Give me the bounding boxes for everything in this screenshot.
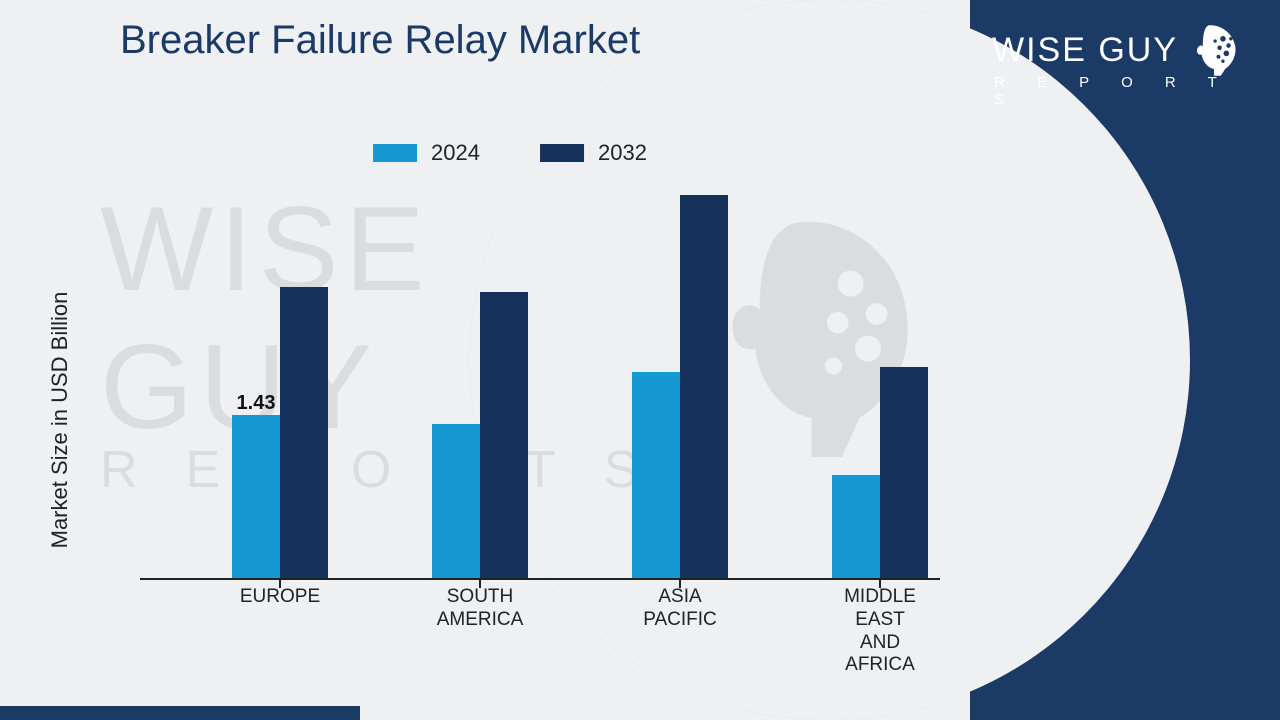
bar-group (400, 292, 560, 578)
page: WISE GUY R E P O R T S Breaker Failure R… (0, 0, 1280, 720)
brand-logo: WISE GUY R E P O R T S (992, 22, 1252, 108)
bar-group (800, 367, 960, 578)
x-axis-label: EUROPE (200, 586, 360, 609)
bar-2032 (480, 292, 528, 578)
legend-swatch-2024 (373, 144, 417, 162)
bar-2024 (232, 415, 280, 578)
bar-2032 (880, 367, 928, 578)
bar-2024 (632, 372, 680, 578)
brand-head-icon (1186, 22, 1242, 78)
legend-label-2024: 2024 (431, 140, 480, 166)
chart-area: Market Size in USD Billion 2024 2032 1.4… (60, 140, 960, 700)
brand-sub: R E P O R T S (994, 74, 1252, 108)
bar-value-label: 1.43 (237, 392, 276, 415)
bar-2032 (680, 195, 728, 578)
x-labels: EUROPESOUTHAMERICAASIAPACIFICMIDDLEEASTA… (140, 582, 940, 692)
x-axis-label: SOUTHAMERICA (400, 586, 560, 632)
y-axis-label: Market Size in USD Billion (47, 292, 73, 549)
legend-item-2024: 2024 (373, 140, 480, 166)
chart-title: Breaker Failure Relay Market (120, 18, 640, 63)
brand-main: WISE GUY (992, 31, 1178, 70)
x-axis-label: ASIAPACIFIC (600, 586, 760, 632)
bar-group (600, 195, 760, 578)
bar-2024 (432, 424, 480, 578)
legend: 2024 2032 (373, 140, 647, 166)
bar-group (200, 287, 360, 578)
x-axis-label: MIDDLEEASTANDAFRICA (800, 586, 960, 677)
legend-item-2032: 2032 (540, 140, 647, 166)
footer-accent-bar (0, 706, 360, 720)
legend-label-2032: 2032 (598, 140, 647, 166)
bar-2024 (832, 475, 880, 578)
bar-2032 (280, 287, 328, 578)
plot-area: 1.43 (140, 180, 940, 580)
legend-swatch-2032 (540, 144, 584, 162)
